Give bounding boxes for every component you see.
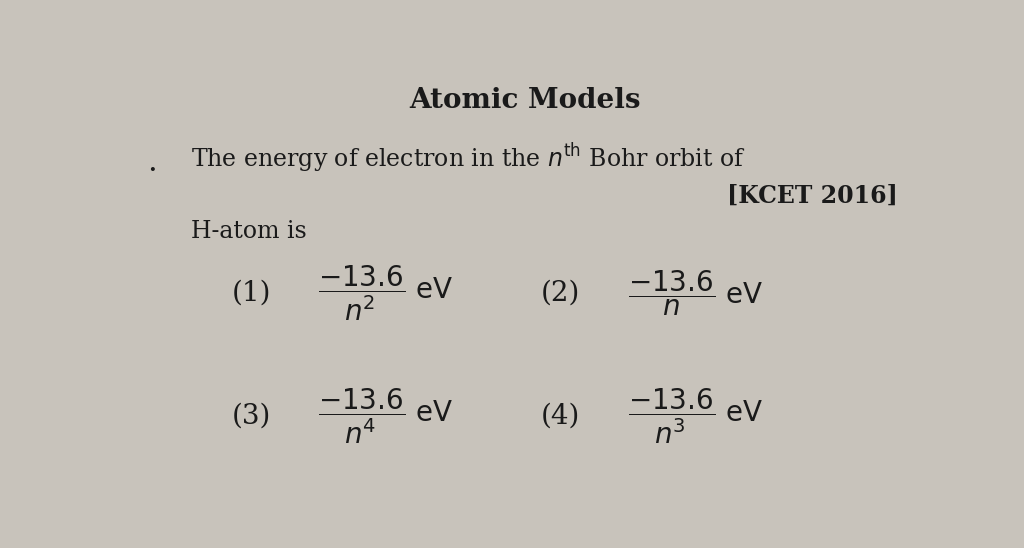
Text: .: .	[146, 147, 157, 178]
Text: $\dfrac{-13.6}{n}$ eV: $\dfrac{-13.6}{n}$ eV	[628, 269, 763, 318]
Text: $\dfrac{-13.6}{n^4}$ eV: $\dfrac{-13.6}{n^4}$ eV	[318, 386, 454, 446]
Text: (1): (1)	[231, 280, 270, 307]
Text: H-atom is: H-atom is	[191, 220, 307, 243]
Text: (2): (2)	[541, 280, 581, 307]
Text: (4): (4)	[541, 402, 581, 430]
Text: $\dfrac{-13.6}{n^2}$ eV: $\dfrac{-13.6}{n^2}$ eV	[318, 264, 454, 323]
Text: [KCET 2016]: [KCET 2016]	[727, 184, 898, 208]
Text: Atomic Models: Atomic Models	[409, 87, 641, 114]
Text: (3): (3)	[231, 402, 270, 430]
Text: The energy of electron in the $n^{\mathrm{th}}$ Bohr orbit of: The energy of electron in the $n^{\mathr…	[191, 142, 746, 175]
Text: $\dfrac{-13.6}{n^3}$ eV: $\dfrac{-13.6}{n^3}$ eV	[628, 386, 763, 446]
